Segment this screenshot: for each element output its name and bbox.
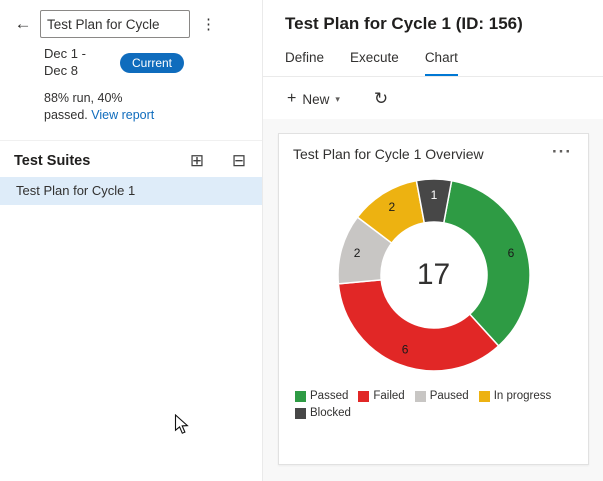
legend-label: In progress [493, 390, 552, 402]
donut-segment-failed[interactable] [337, 279, 500, 372]
legend-swatch [358, 390, 370, 402]
back-icon[interactable]: ← [10, 11, 36, 37]
plan-meta: Dec 1 - Dec 8 Current [44, 46, 262, 80]
donut-segment-blocked[interactable] [415, 178, 453, 224]
donut-segment-passed[interactable] [442, 179, 531, 348]
legend-item: Paused [414, 390, 469, 402]
chart-legend: Passed Failed Paused In progress Blocked [293, 390, 574, 419]
new-button-label: New [302, 91, 330, 107]
legend-swatch [295, 407, 306, 419]
segment-value-label: 1 [430, 188, 437, 202]
refresh-icon[interactable]: ↻ [372, 87, 390, 111]
expand-all-icon[interactable]: ⊞ [186, 151, 208, 171]
view-report-link[interactable]: View report [91, 107, 155, 122]
chevron-down-icon: ▾ [335, 93, 340, 104]
stats-text: 88% run, 40% passed. [44, 90, 123, 122]
tab-bar: Define Execute Chart [263, 34, 603, 77]
more-options-kebab-icon[interactable]: ⋮ [196, 13, 221, 35]
legend-item: In progress [478, 390, 552, 402]
date-line-2: Dec 8 [44, 62, 78, 78]
legend-swatch [414, 390, 426, 402]
left-sidebar: ← Test Plan for Cycle ⋮ Dec 1 - Dec 8 Cu… [0, 0, 263, 481]
test-suites-header: Test Suites ⊞ ⊟ [0, 143, 262, 177]
segment-value-label: 2 [388, 200, 395, 214]
chart-card-title: Test Plan for Cycle 1 Overview [293, 146, 484, 162]
chart-region: Test Plan for Cycle 1 Overview ··· 6 6 2 2 1… [263, 119, 603, 481]
legend-item: Passed [295, 390, 348, 402]
suite-tree-item[interactable]: Test Plan for Cycle 1 [0, 176, 262, 205]
test-suites-title: Test Suites [14, 152, 91, 169]
tab-chart[interactable]: Chart [424, 50, 458, 76]
donut-chart[interactable]: 6 6 2 2 1 [329, 170, 539, 380]
test-suites-section: Test Suites ⊞ ⊟ Test Plan for Cycle 1 [0, 139, 262, 205]
date-line-1: Dec 1 - [44, 46, 86, 61]
card-more-menu-icon[interactable]: ··· [552, 142, 572, 161]
chart-card: Test Plan for Cycle 1 Overview ··· 6 6 2 2 1… [278, 133, 589, 465]
segment-value-label: 6 [507, 246, 514, 260]
toolbar: + New ▾ ↻ [263, 77, 603, 119]
legend-swatch [478, 390, 490, 402]
tab-execute[interactable]: Execute [350, 50, 399, 65]
suite-item-label: Test Plan for Cycle 1 [16, 183, 136, 199]
plus-icon: + [287, 90, 297, 107]
legend-label: Blocked [310, 407, 351, 419]
legend-label: Paused [429, 390, 469, 402]
current-iteration-badge: Current [120, 52, 185, 73]
chart-card-header: Test Plan for Cycle 1 Overview ··· [293, 142, 574, 162]
tab-define[interactable]: Define [285, 50, 325, 65]
new-button[interactable]: + New ▾ [285, 87, 342, 111]
plan-stats: 88% run, 40% passed. View report [44, 90, 166, 124]
main-content: Test Plan for Cycle 1 (ID: 156) Define E… [263, 0, 603, 481]
legend-item: Blocked [295, 407, 351, 419]
legend-item: Failed [358, 390, 405, 402]
plan-date-range: Dec 1 - Dec 8 [44, 46, 114, 80]
plan-title-field[interactable]: Test Plan for Cycle [40, 10, 190, 38]
page-title: Test Plan for Cycle 1 (ID: 156) [285, 14, 523, 33]
segment-value-label: 2 [353, 246, 360, 260]
legend-swatch [295, 390, 306, 402]
segment-value-label: 6 [401, 343, 408, 357]
legend-label: Passed [310, 390, 349, 402]
legend-label: Failed [373, 390, 405, 402]
plan-header: ← Test Plan for Cycle ⋮ [0, 0, 262, 42]
collapse-all-icon[interactable]: ⊟ [228, 151, 250, 171]
